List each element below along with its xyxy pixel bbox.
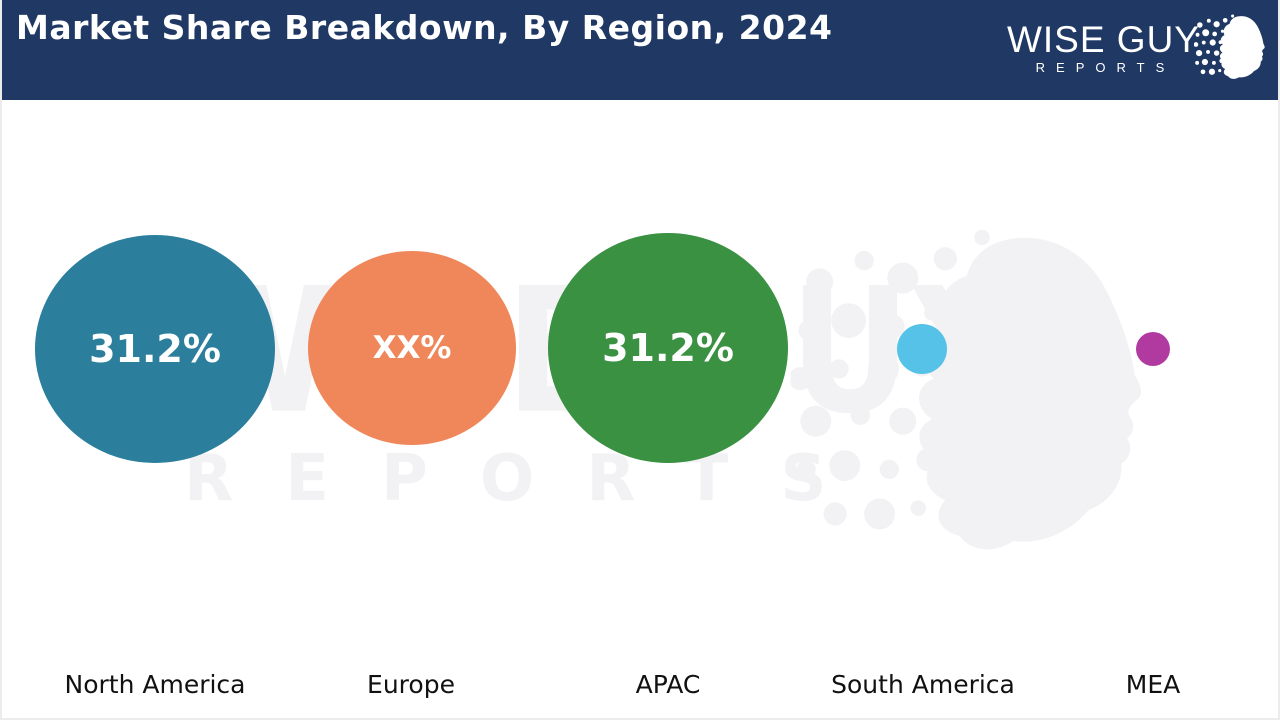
watermark-reports-text: REPORTS <box>184 442 879 516</box>
logo-head-icon <box>1194 6 1272 90</box>
category-label-south-america: South America <box>831 670 1015 699</box>
bubble-apac: 31.2% <box>548 233 788 463</box>
page-title: Market Share Breakdown, By Region, 2024 <box>16 8 833 47</box>
bubble-value-label: 31.2% <box>602 326 734 370</box>
wise-guy-logo: WISE GUY REPORTS <box>1007 6 1272 90</box>
logo-name: WISE GUY <box>1006 19 1200 60</box>
head-silhouette-watermark-icon <box>790 222 1178 570</box>
bubble-north-america: 31.2% <box>35 235 275 463</box>
bubble-mea <box>1136 332 1170 366</box>
bubble-value-label: XX% <box>372 330 452 366</box>
bubble-value-label: 31.2% <box>89 327 221 371</box>
logo-subtitle: REPORTS <box>1035 60 1176 75</box>
bubble-south-america <box>897 324 947 374</box>
bubble-europe: XX% <box>308 251 516 445</box>
logo-text: WISE GUY REPORTS <box>1007 21 1200 75</box>
header-bar: Market Share Breakdown, By Region, 2024 … <box>2 0 1278 100</box>
category-label-europe: Europe <box>367 670 455 699</box>
category-label-north-america: North America <box>64 670 246 699</box>
category-label-apac: APAC <box>635 670 701 699</box>
category-label-mea: MEA <box>1125 670 1181 699</box>
